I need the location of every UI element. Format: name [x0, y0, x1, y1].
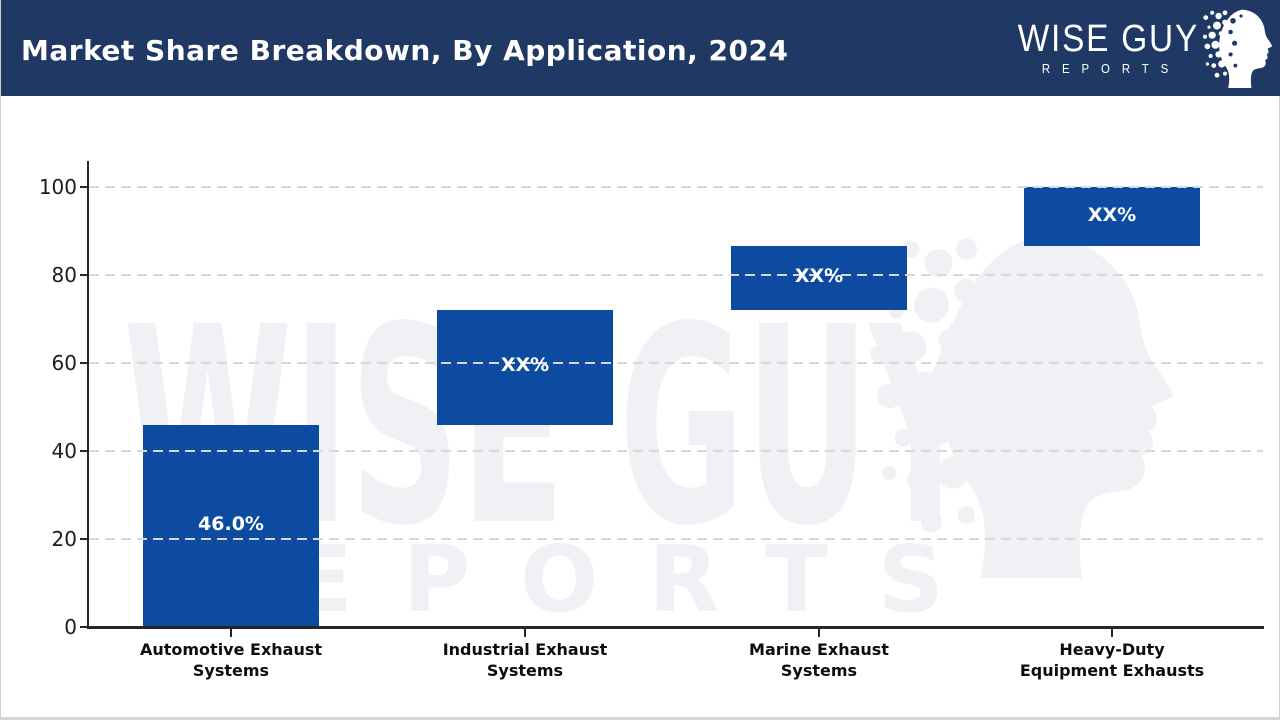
bar-industrial — [437, 310, 613, 425]
bar-value-label: XX% — [500, 354, 550, 377]
y-tick-mark — [80, 538, 87, 540]
bar-heavy-duty — [1024, 187, 1200, 247]
y-tick-mark — [80, 186, 87, 188]
x-category-label: Heavy-Duty Equipment Exhausts — [1019, 640, 1205, 680]
bar-value-label: XX% — [1087, 203, 1137, 226]
y-tick-label: 0 — [64, 615, 77, 639]
wiseguy-logo: WISE GUY REPORTS — [993, 5, 1273, 91]
y-tick-mark — [80, 362, 87, 364]
y-tick-label: 40 — [51, 439, 77, 463]
y-tick-label: 100 — [38, 175, 77, 199]
x-category-label: Industrial Exhaust Systems — [442, 640, 608, 680]
x-axis — [87, 626, 1264, 629]
y-tick-mark — [80, 626, 87, 628]
logo-wordmark: WISE GUY REPORTS — [1017, 18, 1199, 76]
bar-marine — [731, 246, 907, 311]
y-tick-label: 80 — [51, 263, 77, 287]
y-axis — [87, 161, 89, 629]
gridline — [89, 186, 1263, 188]
gridline — [89, 450, 1263, 452]
gridline — [89, 538, 1263, 540]
gridline — [89, 274, 1263, 276]
x-tick-mark — [818, 629, 820, 637]
bar-value-label: 46.0% — [198, 512, 264, 535]
bar-value-label: XX% — [794, 265, 844, 288]
page-title: Market Share Breakdown, By Application, … — [21, 34, 789, 67]
bar-automotive — [143, 424, 319, 627]
y-tick-mark — [80, 450, 87, 452]
x-tick-mark — [524, 629, 526, 637]
gridline — [89, 362, 1263, 364]
y-tick-label: 60 — [51, 351, 77, 375]
y-tick-label: 20 — [51, 527, 77, 551]
x-category-label: Automotive Exhaust Systems — [139, 640, 323, 680]
wiseguy-head-icon — [1203, 9, 1273, 89]
x-tick-mark — [230, 629, 232, 637]
header: Market Share Breakdown, By Application, … — [1, 0, 1280, 96]
x-tick-mark — [1111, 629, 1113, 637]
watermark-head-icon — [870, 235, 1173, 578]
y-tick-mark — [80, 274, 87, 276]
x-category-label: Marine Exhaust Systems — [749, 640, 889, 680]
